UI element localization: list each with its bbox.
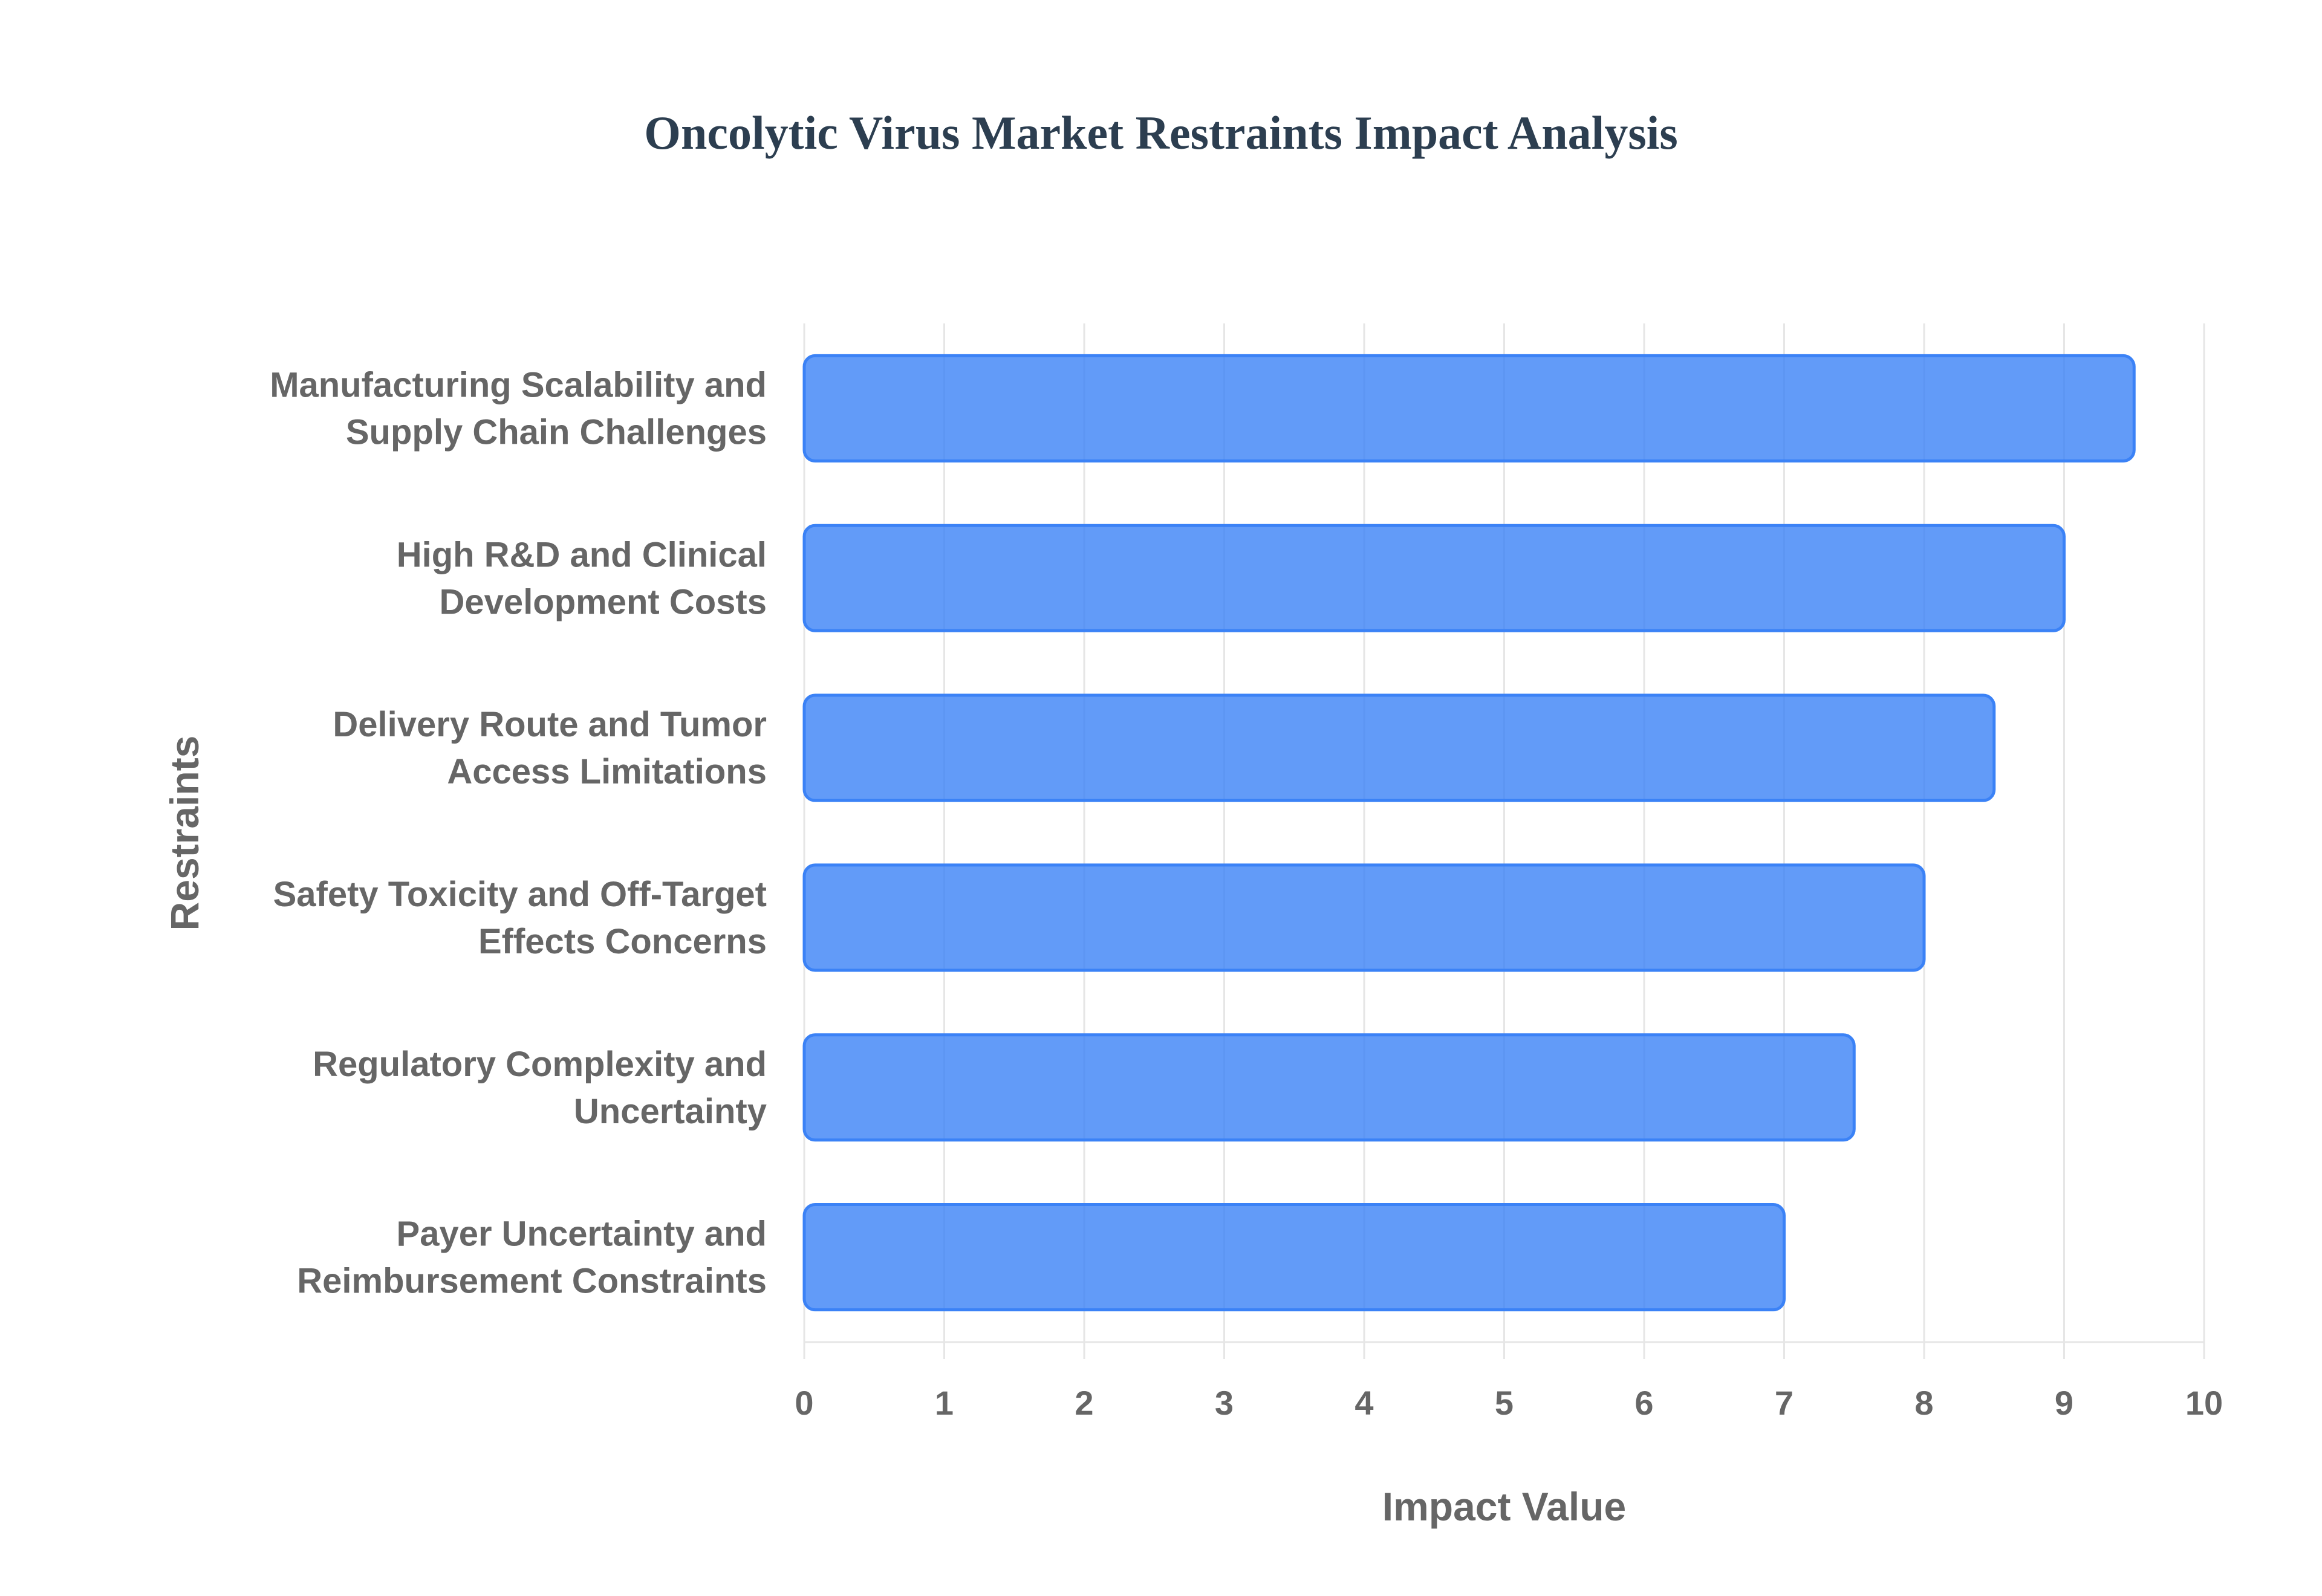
x-axis-title: Impact Value: [1382, 1484, 1627, 1529]
y-tick-label: Supply Chain Challenges: [346, 412, 767, 452]
bar[interactable]: [802, 693, 1996, 802]
chart-title: Oncolytic Virus Market Restraints Impact…: [644, 106, 1678, 159]
y-tick-label: Safety Toxicity and Off-Target: [273, 875, 767, 914]
x-tick-label: 0: [795, 1384, 813, 1422]
y-tick-label: Regulatory Complexity and: [313, 1045, 767, 1084]
y-tick-label: Development Costs: [440, 582, 767, 621]
x-tick-label: 7: [1775, 1384, 1794, 1422]
y-tick-labels: Manufacturing Scalability and Supply Chai…: [270, 365, 767, 1300]
y-tick-label: Delivery Route and Tumor: [333, 705, 767, 744]
x-tick-label: 2: [1075, 1384, 1093, 1422]
x-tick-label: 3: [1215, 1384, 1234, 1422]
y-tick-label: Effects Concerns: [478, 922, 767, 961]
y-tick-label: Reimbursement Constraints: [297, 1262, 767, 1301]
bar-layer: [802, 354, 2136, 1312]
bar[interactable]: [802, 1203, 1786, 1312]
grid-layer: [803, 323, 2205, 1359]
x-tick-label: 5: [1495, 1384, 1514, 1422]
x-tick-label: 10: [2185, 1384, 2223, 1422]
bar[interactable]: [802, 1033, 1856, 1142]
y-tick-label: Access Limitations: [447, 752, 767, 791]
y-tick-label: Uncertainty: [574, 1092, 767, 1131]
bar[interactable]: [802, 863, 1926, 972]
y-tick-label: Manufacturing Scalability and: [270, 365, 767, 404]
x-tick-label: 6: [1634, 1384, 1653, 1422]
y-tick-label: High R&D and Clinical: [397, 535, 767, 574]
y-axis-title: Restraints: [162, 736, 207, 931]
x-tick-label: 1: [935, 1384, 954, 1422]
bar[interactable]: [802, 524, 2066, 632]
x-tick-label: 9: [2055, 1384, 2073, 1422]
x-tick-label: 4: [1354, 1384, 1373, 1422]
bar[interactable]: [802, 354, 2136, 462]
x-tick-label: 8: [1914, 1384, 1933, 1422]
y-tick-label: Payer Uncertainty and: [397, 1215, 767, 1254]
x-tick-labels: 0 1 2 3 4 5 6 7 8 9 10: [795, 1384, 2223, 1422]
